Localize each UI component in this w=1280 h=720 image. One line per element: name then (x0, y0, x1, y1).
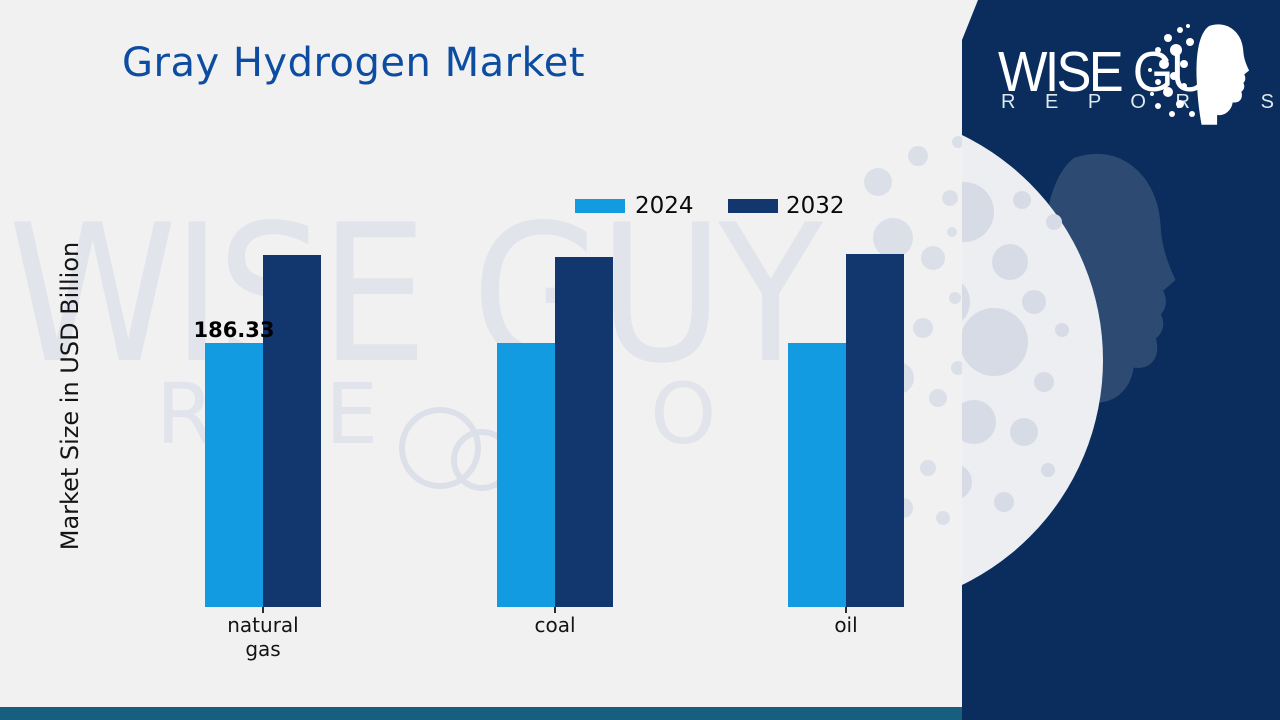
watermark-dot (921, 246, 945, 270)
brand-circle-blob (962, 464, 972, 500)
legend-swatch-2024 (575, 199, 625, 213)
legend-swatch-2032 (728, 199, 778, 213)
watermark-dot (864, 168, 892, 196)
bottom-accent-bar (0, 707, 962, 720)
watermark-dot (873, 218, 913, 258)
bar-2024-oil (788, 343, 846, 607)
watermark-dot (942, 190, 958, 206)
logo-face-icon (1148, 24, 1250, 125)
brand-circle-blob (1055, 323, 1069, 337)
legend-label-2024: 2024 (635, 193, 694, 219)
brand-circle-blob (1046, 214, 1062, 230)
brand-circle-blob (962, 400, 996, 444)
legend-label-2032: 2032 (786, 193, 845, 219)
brand-circle-blob (1010, 418, 1038, 446)
bar-2024-natural-gas (205, 343, 263, 607)
bar-2032-natural-gas (263, 255, 321, 607)
brand-circle-blob (1013, 191, 1031, 209)
brand-circle-blob (962, 276, 970, 328)
watermark-dot (908, 146, 928, 166)
y-axis-label: Market Size in USD Billion (56, 241, 84, 551)
bar-2032-coal (555, 257, 613, 607)
brand-circle-blob (994, 492, 1014, 512)
watermark-dot (936, 511, 950, 525)
brand-circle-blob (962, 308, 1028, 376)
watermark-dot (913, 318, 933, 338)
x-tick-oil (845, 607, 847, 613)
page-title: Gray Hydrogen Market (122, 40, 586, 86)
watermark-dot (949, 292, 961, 304)
brand-panel: WISE GUY R E P O R T S (962, 0, 1280, 720)
watermark-wordmark: WISE GUY (8, 184, 823, 405)
bar-2032-oil (846, 254, 904, 607)
value-label-186.33: 186.33 (193, 318, 275, 342)
watermark-dot (947, 227, 957, 237)
bar-2024-coal (497, 343, 555, 607)
brand-circle-blob (1034, 372, 1054, 392)
category-label-natural-gas: natural gas (227, 613, 299, 661)
x-tick-coal (554, 607, 556, 613)
category-label-coal: coal (534, 613, 576, 637)
brand-circle-blob (992, 244, 1028, 280)
brand-circle-blob (1041, 463, 1055, 477)
x-tick-natural-gas (262, 607, 264, 613)
panel-corner-notch (962, 0, 978, 40)
category-label-oil: oil (834, 613, 858, 637)
brand-circle-blob (1022, 290, 1046, 314)
